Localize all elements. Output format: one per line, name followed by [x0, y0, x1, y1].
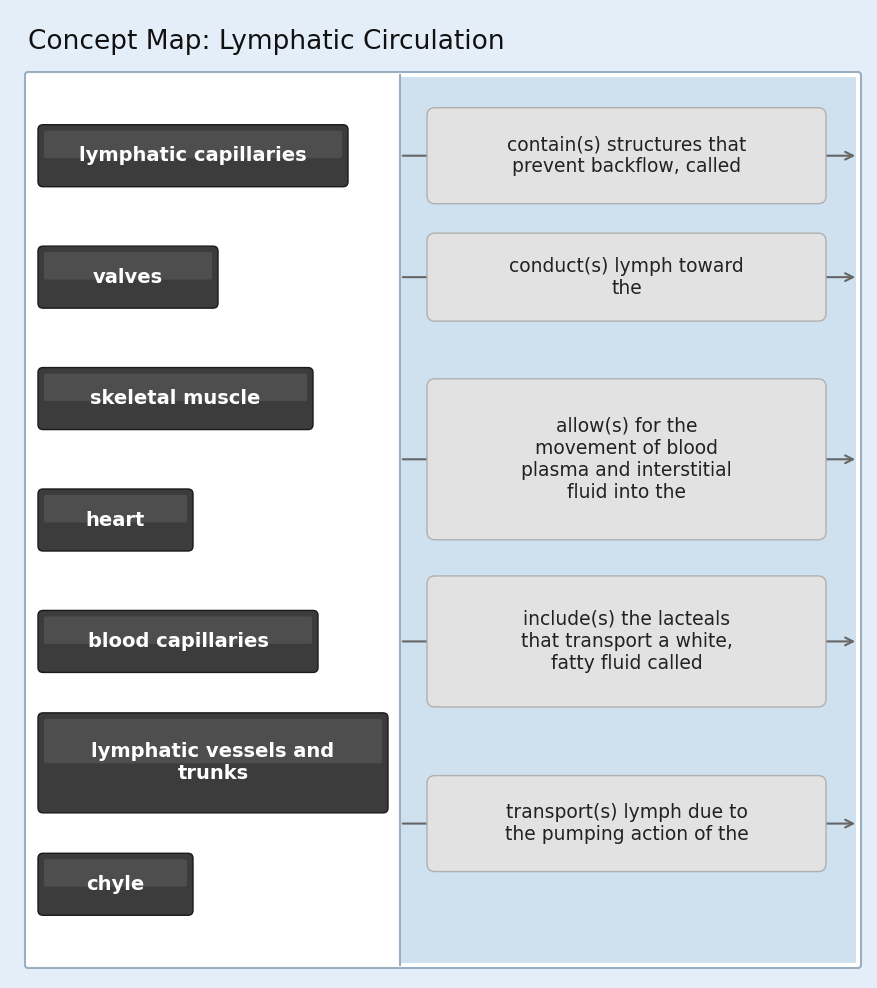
Text: allow(s) for the
movement of blood
plasma and interstitial
fluid into the: allow(s) for the movement of blood plasm…	[521, 417, 731, 502]
FancyBboxPatch shape	[38, 368, 312, 430]
Text: skeletal muscle: skeletal muscle	[90, 389, 260, 408]
FancyBboxPatch shape	[44, 617, 311, 644]
FancyBboxPatch shape	[38, 611, 317, 673]
FancyBboxPatch shape	[38, 124, 347, 187]
Text: transport(s) lymph due to
the pumping action of the: transport(s) lymph due to the pumping ac…	[504, 803, 747, 844]
Text: contain(s) structures that
prevent backflow, called: contain(s) structures that prevent backf…	[506, 135, 745, 176]
FancyBboxPatch shape	[38, 246, 217, 308]
FancyBboxPatch shape	[38, 489, 193, 551]
FancyBboxPatch shape	[44, 373, 307, 401]
Text: conduct(s) lymph toward
the: conduct(s) lymph toward the	[509, 257, 743, 297]
FancyBboxPatch shape	[44, 130, 342, 158]
FancyBboxPatch shape	[44, 860, 187, 886]
FancyBboxPatch shape	[44, 495, 187, 523]
Text: chyle: chyle	[86, 874, 145, 894]
Text: blood capillaries: blood capillaries	[88, 632, 268, 651]
FancyBboxPatch shape	[426, 776, 825, 871]
FancyBboxPatch shape	[426, 378, 825, 539]
FancyBboxPatch shape	[25, 72, 860, 968]
Text: include(s) the lacteals
that transport a white,
fatty fluid called: include(s) the lacteals that transport a…	[520, 610, 731, 673]
FancyBboxPatch shape	[38, 713, 388, 813]
Text: valves: valves	[93, 268, 163, 287]
Text: Concept Map: Lymphatic Circulation: Concept Map: Lymphatic Circulation	[28, 29, 504, 55]
FancyBboxPatch shape	[426, 576, 825, 707]
FancyBboxPatch shape	[426, 108, 825, 204]
Text: heart: heart	[86, 511, 145, 530]
FancyBboxPatch shape	[426, 233, 825, 321]
FancyBboxPatch shape	[400, 77, 855, 963]
FancyBboxPatch shape	[44, 252, 211, 280]
Text: lymphatic capillaries: lymphatic capillaries	[79, 146, 306, 165]
FancyBboxPatch shape	[44, 719, 381, 764]
FancyBboxPatch shape	[38, 854, 193, 915]
Text: lymphatic vessels and
trunks: lymphatic vessels and trunks	[91, 742, 334, 783]
